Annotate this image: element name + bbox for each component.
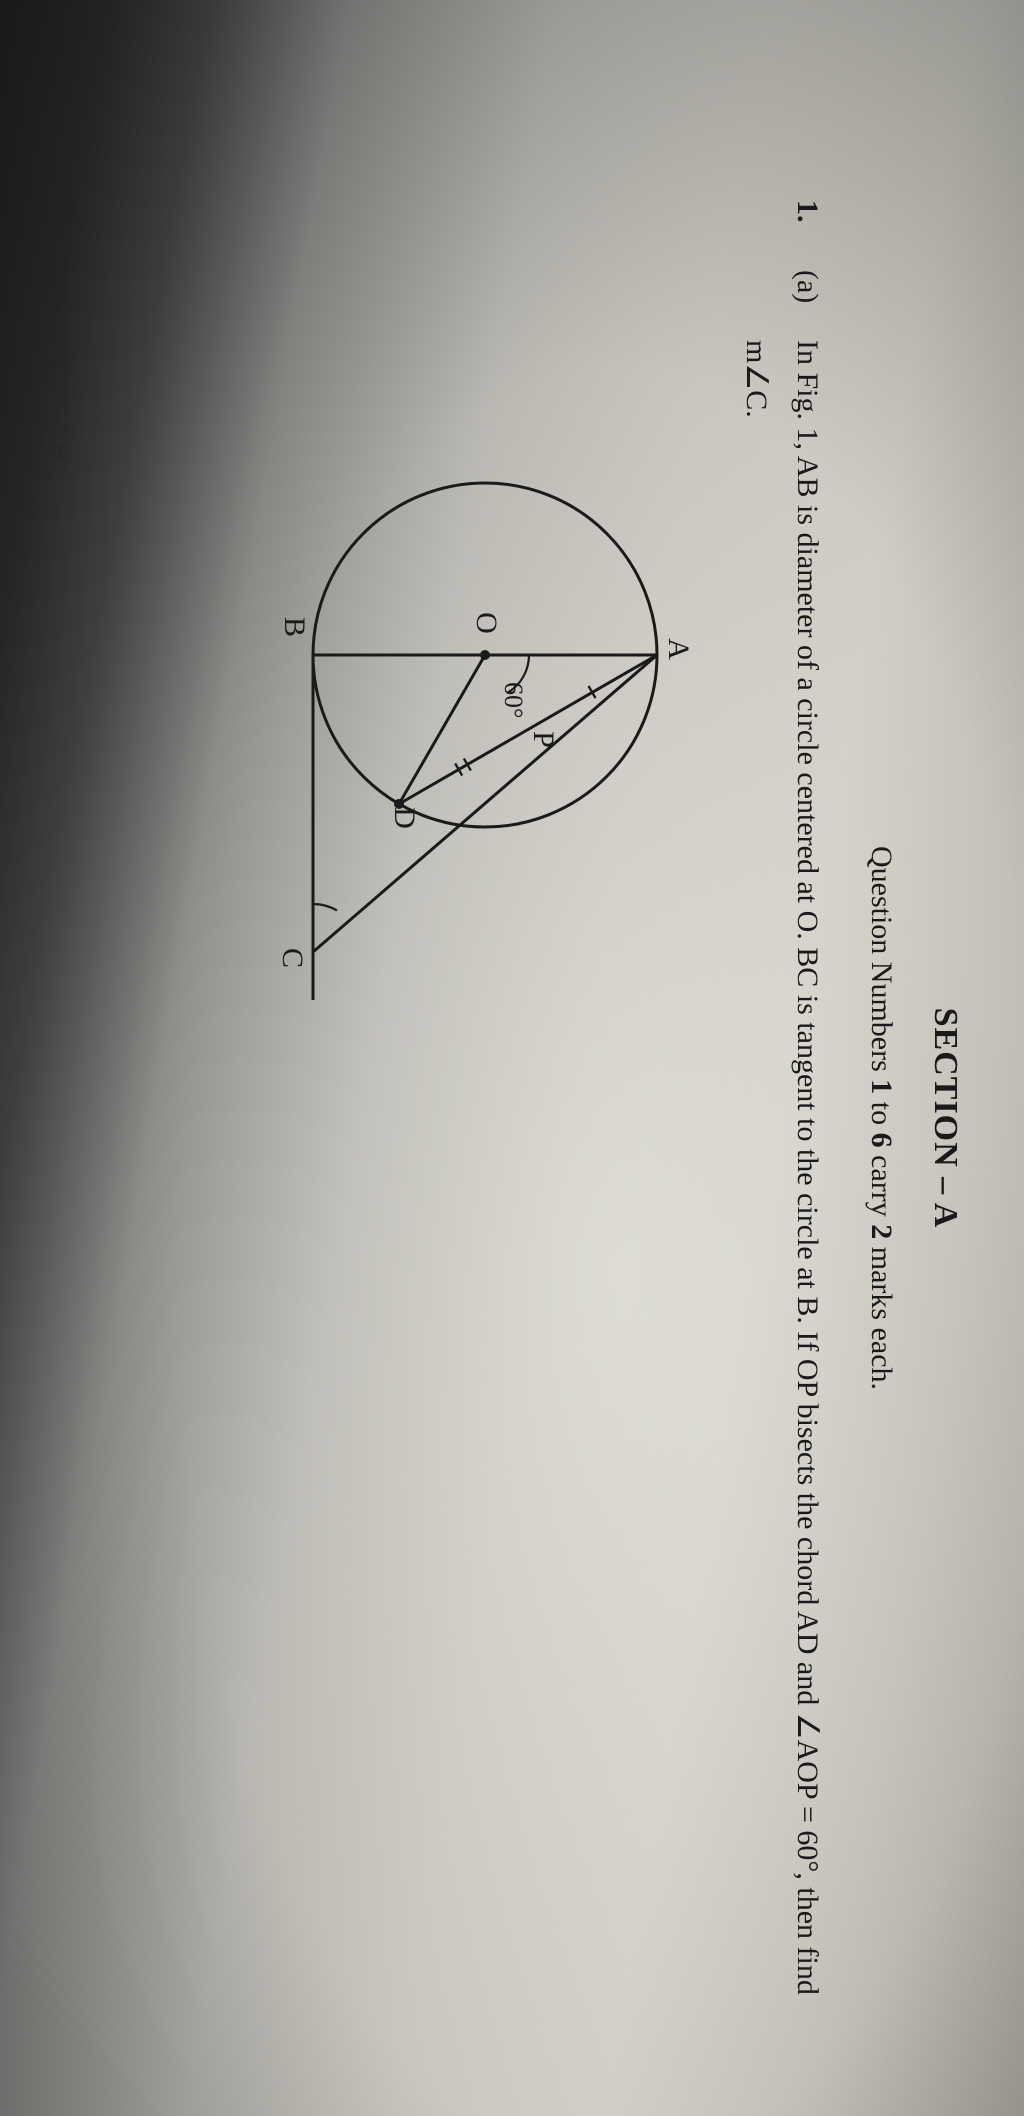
figure-1: 60° A B O D P C — [258, 460, 703, 2036]
section-title: SECTION – A — [926, 200, 964, 2036]
instruction-suffix: marks each. — [865, 1239, 898, 1390]
question-text: In Fig. 1, AB is diameter of a circle ce… — [784, 340, 831, 2036]
svg-text:60°: 60° — [499, 682, 528, 718]
svg-text:D: D — [388, 807, 421, 829]
question-1: 1. (a) In Fig. 1, AB is diameter of a ci… — [784, 200, 831, 2036]
svg-text:B: B — [278, 617, 311, 637]
marks-count: 2 — [865, 1224, 898, 1239]
instruction-prefix: Question Numbers — [865, 846, 898, 1079]
svg-text:P: P — [527, 731, 560, 748]
instruction-mid: to — [865, 1094, 898, 1132]
geometry-diagram: 60° A B O D P C — [263, 460, 703, 1020]
instruction-line: Question Numbers 1 to 6 carry 2 marks ea… — [864, 200, 898, 2036]
question-number: 1. — [784, 200, 831, 270]
question-part: (a) — [784, 270, 831, 340]
faded-watermark-text: गणित कक्षा 10 बोर्ड परीक्षा — [40, 180, 81, 471]
page-content: SECTION – A Question Numbers 1 to 6 carr… — [0, 0, 1024, 2116]
question-answer-target: m∠C. — [733, 340, 780, 2036]
range-end: 6 — [865, 1133, 898, 1148]
svg-text:O: O — [470, 612, 503, 634]
svg-text:A: A — [662, 638, 695, 660]
range-start: 1 — [865, 1079, 898, 1094]
instruction-carry: carry — [865, 1148, 898, 1225]
svg-text:C: C — [276, 948, 309, 968]
